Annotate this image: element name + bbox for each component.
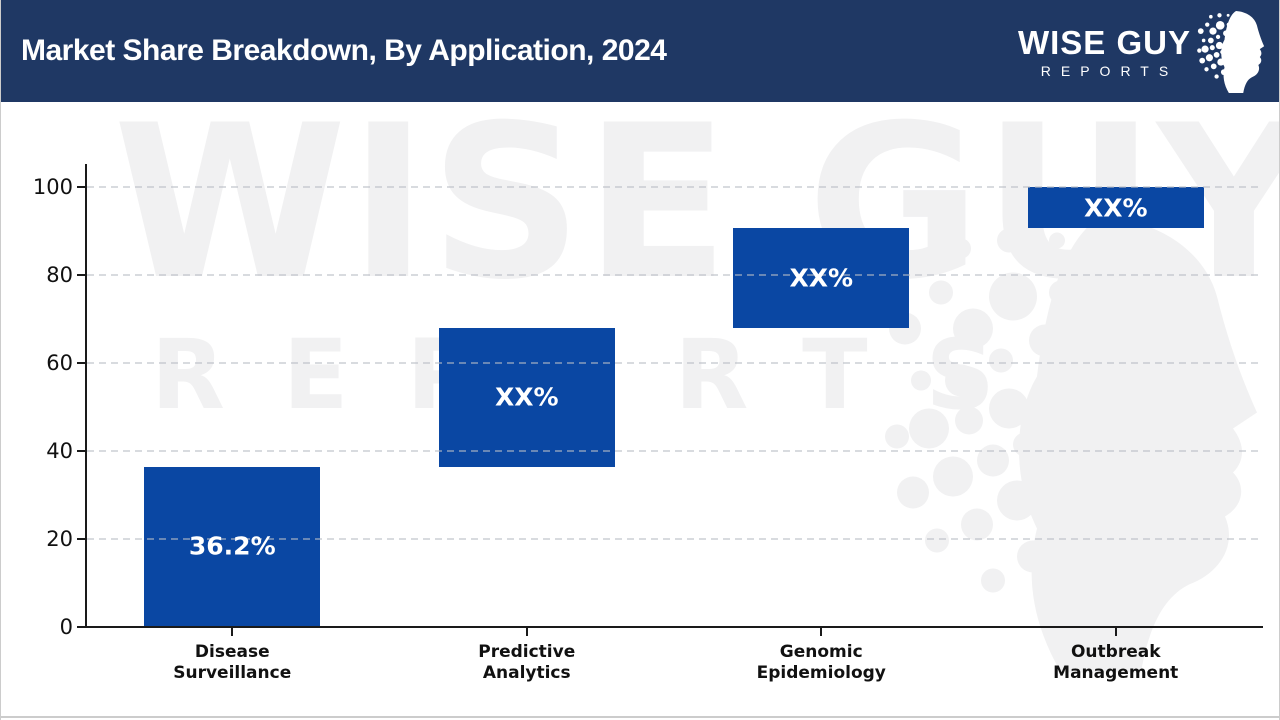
logo-wordmark: WISE GUY <box>1017 23 1191 61</box>
logo-subtitle: REPORTS <box>1040 62 1179 79</box>
bar-predictive-analytics <box>438 328 615 467</box>
y-tick-label: 60 <box>46 351 73 375</box>
watermark-face-icon <box>885 216 1257 673</box>
bottom-divider <box>1 716 1279 718</box>
gridline <box>87 450 1259 452</box>
y-tick-label: 40 <box>46 439 73 463</box>
x-axis-tick <box>525 628 528 636</box>
bar-outbreak-management <box>1027 187 1204 228</box>
gridline <box>87 186 1259 188</box>
x-axis-tick <box>231 628 234 636</box>
y-axis-tick <box>77 626 85 628</box>
page-title: Market Share Breakdown, By Application, … <box>21 34 667 67</box>
y-axis-tick <box>77 186 85 188</box>
gridline <box>87 538 1259 540</box>
x-axis-line <box>85 626 1263 628</box>
y-tick-label: 100 <box>32 175 73 199</box>
bar-value-label: XX% <box>1083 193 1148 223</box>
category-label-outbreak-management: Outbreak Management <box>1053 642 1179 683</box>
wise-guy-reports-logo: WISE GUY REPORTS <box>1018 8 1267 96</box>
header-bar: Market Share Breakdown, By Application, … <box>1 0 1279 102</box>
y-tick-label: 20 <box>46 527 73 551</box>
bar-value-label: XX% <box>494 382 559 412</box>
y-axis-tick <box>77 362 85 364</box>
category-label-disease-surveillance: Disease Surveillance <box>173 642 292 683</box>
gridline <box>87 274 1259 276</box>
bar-value-label: XX% <box>789 263 854 293</box>
x-axis-tick <box>820 628 823 636</box>
bar-genomic-epidemiology <box>733 227 910 329</box>
x-axis-tick <box>1114 628 1117 636</box>
y-tick-label: 80 <box>46 263 73 287</box>
y-axis-tick <box>77 538 85 540</box>
chart-area: WISE GUY REPORTS 02040608010036.2%Diseas… <box>1 97 1279 716</box>
dotted-face-profile-icon <box>1197 10 1265 94</box>
bar-disease-surveillance <box>144 466 321 626</box>
y-axis-tick <box>77 274 85 276</box>
y-tick-label: 0 <box>59 615 73 639</box>
category-label-genomic-epidemiology: Genomic Epidemiology <box>756 642 886 683</box>
bar-value-label: 36.2% <box>188 531 276 561</box>
y-axis-line <box>85 164 87 628</box>
y-axis-tick <box>77 450 85 452</box>
category-label-predictive-analytics: Predictive Analytics <box>478 642 576 683</box>
gridline <box>87 362 1259 364</box>
